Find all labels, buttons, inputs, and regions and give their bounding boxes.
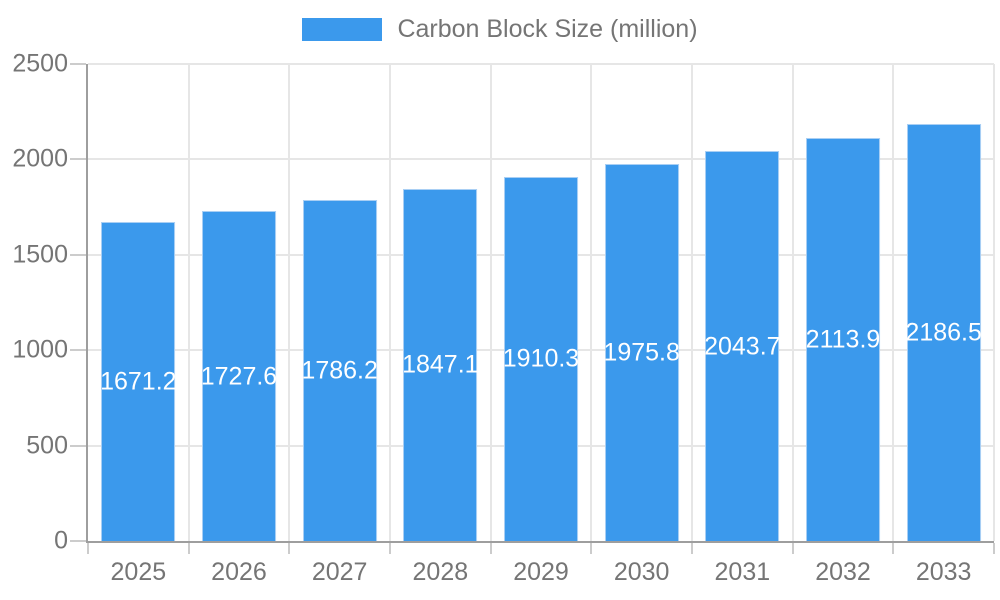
x-tick-mark xyxy=(87,543,89,554)
y-axis-tick-marks xyxy=(70,63,86,542)
x-tick-label: 2025 xyxy=(110,558,167,586)
v-gridline xyxy=(791,64,794,541)
v-gridline xyxy=(993,64,995,541)
bar-value-label: 1727.6 xyxy=(200,362,278,391)
x-tick-label: 2033 xyxy=(915,558,972,586)
bar: 2113.9 xyxy=(805,137,881,541)
legend: Carbon Block Size (million) xyxy=(0,15,1000,44)
x-tick-label: 2031 xyxy=(714,558,771,586)
y-tick-mark xyxy=(70,349,86,352)
bar-value-label: 1671.2 xyxy=(100,367,177,396)
bar-slot: 1727.6 xyxy=(189,64,290,541)
v-gridline xyxy=(288,64,291,541)
bar-slot: 1975.8 xyxy=(591,64,692,541)
x-tick-mark xyxy=(892,543,895,554)
bar: 2043.7 xyxy=(704,151,781,541)
x-tick-mark xyxy=(489,543,492,554)
y-tick-label: 2000 xyxy=(12,144,68,173)
x-tick-mark xyxy=(690,543,693,554)
bar-value-label: 2186.5 xyxy=(905,318,982,347)
plot-area: 1671.2 1727.6 1786.2 1847.1 1910.3 1975.8 2043… xyxy=(86,63,995,543)
x-tick-label: 2029 xyxy=(513,558,569,586)
bar-value-label: 1847.1 xyxy=(402,350,479,379)
v-gridline xyxy=(690,64,693,541)
v-gridline xyxy=(489,64,492,541)
x-tick-label: 2030 xyxy=(613,558,670,586)
x-tick-mark xyxy=(187,543,190,554)
x-axis-labels: 2025 2026 2027 2028 2029 2030 2031 2032 2033 xyxy=(88,558,994,592)
bar: 1975.8 xyxy=(603,164,680,541)
y-tick-mark xyxy=(70,158,86,161)
bar-slot: 1671.2 xyxy=(88,64,189,541)
y-tick-mark xyxy=(70,444,86,447)
bar-slot: 1910.3 xyxy=(491,64,592,541)
bar-slot: 2043.7 xyxy=(692,64,793,541)
y-tick-label: 500 xyxy=(26,431,68,460)
v-gridline xyxy=(590,64,593,541)
bar-value-label: 1910.3 xyxy=(502,344,580,373)
x-tick-mark xyxy=(288,543,291,554)
bar-slot: 1847.1 xyxy=(390,64,491,541)
bar: 1847.1 xyxy=(402,188,479,541)
h-gridline xyxy=(88,63,994,65)
bar: 1727.6 xyxy=(200,211,278,541)
x-tick-mark xyxy=(993,543,995,554)
v-gridline xyxy=(388,64,391,541)
x-tick-label: 2027 xyxy=(311,558,368,586)
v-gridline xyxy=(187,64,190,541)
y-tick-mark xyxy=(70,63,86,65)
bar-value-label: 2113.9 xyxy=(805,325,881,354)
y-tick-label: 2500 xyxy=(12,49,68,78)
legend-label: Carbon Block Size (million) xyxy=(397,15,698,43)
y-axis-labels: 0 500 1000 1500 2000 2500 xyxy=(0,51,68,553)
bar: 1910.3 xyxy=(502,176,580,541)
bar-value-label: 2043.7 xyxy=(704,332,781,361)
x-tick-label: 2032 xyxy=(815,558,871,586)
v-gridline xyxy=(892,64,895,541)
y-tick-label: 0 xyxy=(54,526,68,555)
bar: 1786.2 xyxy=(301,200,378,541)
bar-slot: 2186.5 xyxy=(893,64,994,541)
x-tick-label: 2026 xyxy=(211,558,267,586)
x-axis-tick-marks xyxy=(87,543,995,554)
bar-value-label: 1975.8 xyxy=(603,338,680,367)
legend-swatch xyxy=(302,18,383,41)
h-gridline xyxy=(88,158,994,161)
y-tick-label: 1000 xyxy=(12,335,68,364)
bar-slot: 2113.9 xyxy=(793,64,894,541)
x-tick-mark xyxy=(791,543,794,554)
bar: 2186.5 xyxy=(905,123,982,541)
x-tick-mark xyxy=(590,543,593,554)
bar: 1671.2 xyxy=(100,222,177,541)
y-tick-mark xyxy=(70,253,86,256)
y-tick-mark xyxy=(70,540,86,542)
x-tick-label: 2028 xyxy=(412,558,469,586)
x-tick-mark xyxy=(388,543,391,554)
y-tick-label: 1500 xyxy=(12,240,68,269)
bar-slot: 1786.2 xyxy=(289,64,390,541)
bar-value-label: 1786.2 xyxy=(301,356,378,385)
